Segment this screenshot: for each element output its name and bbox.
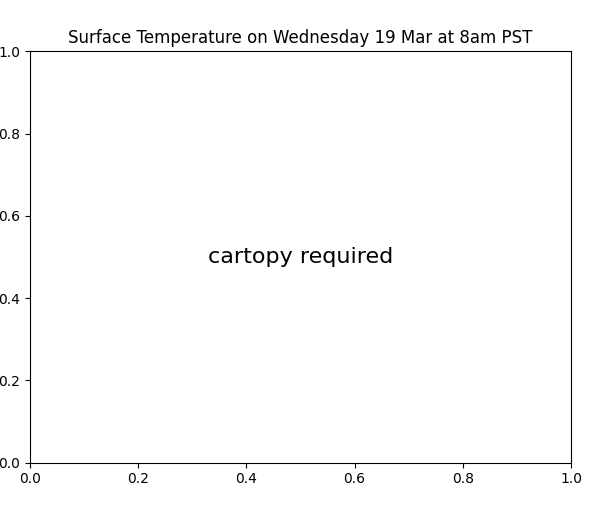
Text: cartopy required: cartopy required	[208, 247, 393, 267]
Title: Surface Temperature on Wednesday 19 Mar at 8am PST: Surface Temperature on Wednesday 19 Mar …	[69, 29, 532, 47]
